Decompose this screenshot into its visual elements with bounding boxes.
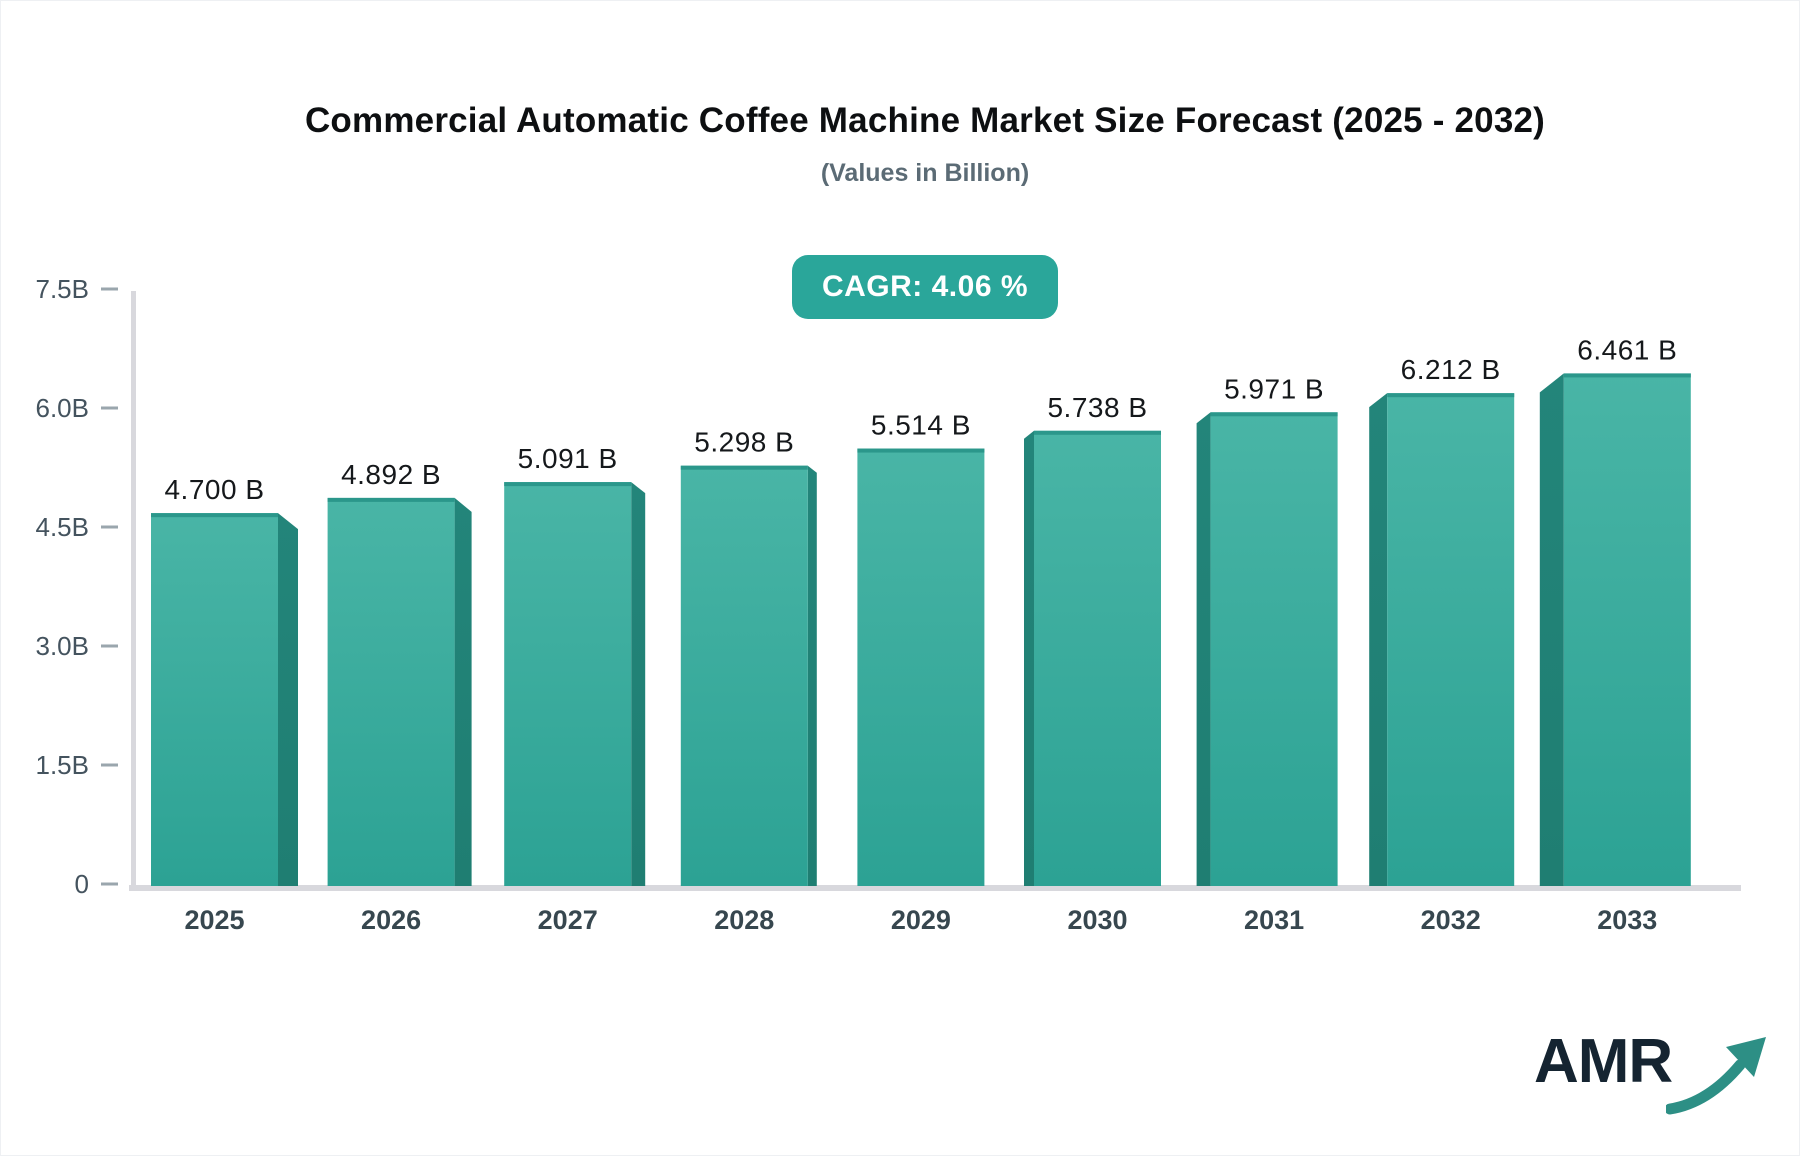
bar-front-face bbox=[327, 497, 455, 886]
bar-top-edge bbox=[151, 513, 278, 518]
bar-top-edge bbox=[857, 448, 985, 453]
cagr-badge-wrap: CAGR: 4.06 % bbox=[51, 255, 1799, 319]
chart-title: Commercial Automatic Coffee Machine Mark… bbox=[304, 101, 1546, 140]
y-tick-label: 0 bbox=[75, 869, 89, 899]
bar-side-face bbox=[278, 513, 298, 886]
bar-front-face bbox=[857, 448, 985, 886]
bar-front-face bbox=[1387, 393, 1515, 886]
y-tick-label: 7.5B bbox=[36, 274, 90, 304]
bar-value-label: 5.514 B bbox=[871, 410, 971, 441]
bar-value-label: 5.738 B bbox=[1047, 392, 1147, 423]
bar-2025 bbox=[151, 513, 298, 886]
bar-top-edge bbox=[680, 465, 808, 470]
x-axis-label: 2026 bbox=[361, 905, 421, 935]
bar-2030 bbox=[1024, 430, 1161, 886]
x-axis-label: 2030 bbox=[1067, 905, 1127, 935]
bar-value-label: 5.298 B bbox=[694, 427, 794, 458]
bar-top-edge bbox=[1210, 412, 1338, 417]
y-tick-label: 4.5B bbox=[36, 512, 90, 542]
trend-up-arrow-icon bbox=[1666, 1037, 1767, 1115]
bar-2028 bbox=[680, 465, 817, 886]
bar-2032 bbox=[1369, 393, 1515, 886]
chart-subtitle: (Values in Billion) bbox=[820, 159, 1030, 187]
bar-front-face bbox=[151, 513, 278, 886]
x-axis-label: 2031 bbox=[1244, 905, 1304, 935]
bar-value-label: 6.461 B bbox=[1577, 334, 1677, 365]
bar-top-edge bbox=[504, 482, 632, 487]
x-axis-label: 2029 bbox=[891, 905, 951, 935]
bar-2026 bbox=[327, 497, 472, 886]
x-axis-label: 2027 bbox=[538, 905, 598, 935]
bar-front-face bbox=[1034, 430, 1161, 886]
bar-side-face bbox=[1196, 412, 1211, 886]
bar-2029 bbox=[857, 448, 985, 886]
x-axis-label: 2033 bbox=[1597, 905, 1657, 935]
bar-side-face bbox=[807, 465, 817, 886]
x-axis-label: 2028 bbox=[714, 905, 774, 935]
bar-front-face bbox=[680, 465, 808, 886]
chart-header: Commercial Automatic Coffee Machine Mark… bbox=[51, 101, 1799, 188]
x-axis-label: 2032 bbox=[1421, 905, 1481, 935]
bar-side-face bbox=[1369, 393, 1388, 886]
bar-top-edge bbox=[1034, 430, 1161, 435]
bar-value-label: 6.212 B bbox=[1401, 354, 1501, 385]
bar-value-label: 4.700 B bbox=[164, 474, 264, 505]
bar-top-edge bbox=[327, 497, 455, 502]
bar-top-edge bbox=[1563, 373, 1691, 378]
y-tick-label: 1.5B bbox=[36, 750, 90, 780]
bar-side-face bbox=[454, 497, 472, 886]
bar-value-label: 5.091 B bbox=[518, 443, 618, 474]
amr-logo-text: AMR bbox=[1534, 1027, 1673, 1096]
x-axis-label: 2025 bbox=[184, 905, 244, 935]
bar-side-face bbox=[631, 482, 646, 886]
cagr-badge: CAGR: 4.06 % bbox=[791, 255, 1059, 319]
bar-front-face bbox=[1210, 412, 1338, 886]
bar-side-face bbox=[1024, 430, 1034, 886]
y-tick-label: 6.0B bbox=[36, 393, 90, 423]
y-axis-line bbox=[131, 291, 136, 891]
bar-side-face bbox=[1539, 373, 1564, 886]
bar-2031 bbox=[1196, 412, 1338, 886]
bar-top-edge bbox=[1387, 393, 1515, 398]
bar-front-face bbox=[504, 482, 632, 886]
y-tick-label: 3.0B bbox=[36, 631, 90, 661]
amr-logo: AMR bbox=[1534, 1031, 1771, 1118]
bar-2027 bbox=[504, 482, 646, 886]
bar-front-face bbox=[1563, 373, 1691, 886]
bar-value-label: 4.892 B bbox=[341, 459, 441, 490]
bar-2033 bbox=[1539, 373, 1691, 886]
bar-value-label: 5.971 B bbox=[1224, 373, 1324, 404]
x-axis-line bbox=[129, 885, 1741, 891]
